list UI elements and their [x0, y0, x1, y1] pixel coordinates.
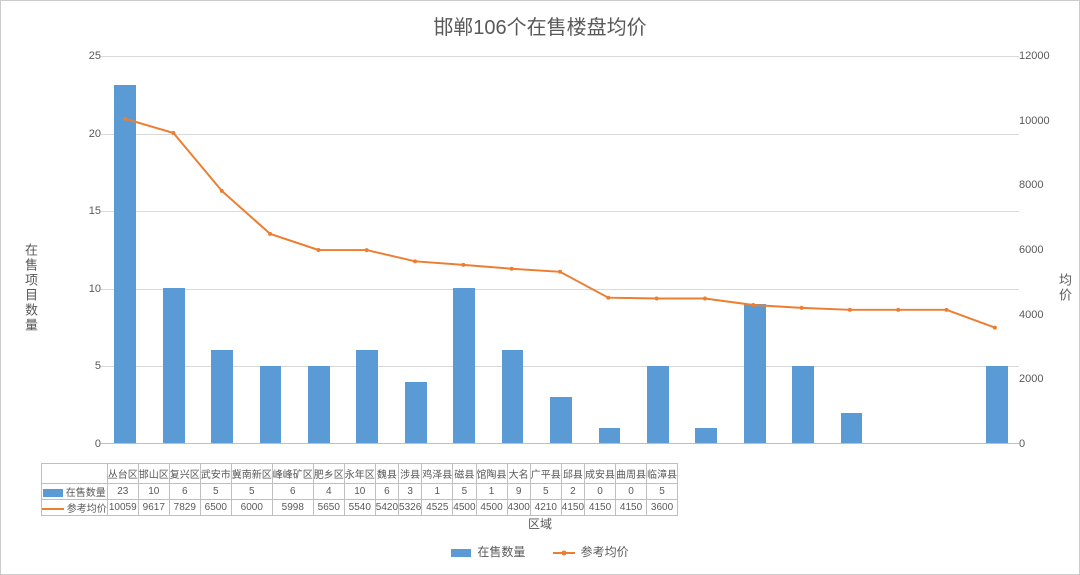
table-cell: 5420: [375, 500, 398, 516]
table-cell: 6000: [231, 500, 272, 516]
table-cell: 1: [422, 484, 453, 500]
table-header-cell: 大名: [507, 464, 530, 484]
table-cell: 6: [169, 484, 200, 500]
table-header-cell: 永年区: [344, 464, 375, 484]
legend-item-line: 参考均价: [553, 543, 629, 560]
x-axis-baseline: [101, 443, 1019, 444]
table-header-cell: 峰峰矿区: [272, 464, 313, 484]
table-cell: 5: [453, 484, 476, 500]
table-cell: 7829: [169, 500, 200, 516]
table-cell: 9617: [138, 500, 169, 516]
table-cell: 10: [138, 484, 169, 500]
legend-swatch-line: [553, 552, 575, 554]
table-cell: 4500: [476, 500, 507, 516]
table-cell: 5326: [399, 500, 422, 516]
y-right-tick: 0: [1019, 438, 1059, 450]
legend-label-bar: 在售数量: [477, 545, 525, 559]
legend-swatch-bar: [451, 549, 471, 557]
table-cell: 5: [231, 484, 272, 500]
y-right-tick: 6000: [1019, 244, 1059, 256]
y-right-tick: 4000: [1019, 309, 1059, 321]
table-cell: 10: [344, 484, 375, 500]
table-header-cell: 广平县: [530, 464, 561, 484]
line-series: [101, 56, 1019, 444]
table-cell: 4525: [422, 500, 453, 516]
table-cell: 6: [272, 484, 313, 500]
legend: 在售数量 参考均价: [1, 543, 1079, 560]
table-header-cell: 冀南新区: [231, 464, 272, 484]
table-header-cell: 曲周县: [616, 464, 647, 484]
y-axis-left-label: 在售项目数量: [21, 243, 40, 333]
table-header-cell: 武安市: [200, 464, 231, 484]
table-cell: 1: [476, 484, 507, 500]
plot-area: [101, 56, 1019, 444]
table-header-cell: 魏县: [375, 464, 398, 484]
chart-container: 邯郸106个在售楼盘均价 在售项目数量 均价 0510152025 020004…: [0, 0, 1080, 575]
table-header-cell: 丛台区: [107, 464, 138, 484]
y-left-tick: 20: [61, 128, 101, 140]
table-cell: 10059: [107, 500, 138, 516]
table-cell: 4150: [561, 500, 584, 516]
y-left-tick: 15: [61, 205, 101, 217]
table-cell: 0: [585, 484, 616, 500]
table-cell: 5540: [344, 500, 375, 516]
y-left-tick: 5: [61, 360, 101, 372]
table-header-cell: 临漳县: [647, 464, 678, 484]
table-cell: 4300: [507, 500, 530, 516]
table-cell: 2: [561, 484, 584, 500]
table-cell: 5: [200, 484, 231, 500]
table-header-cell: 肥乡区: [313, 464, 344, 484]
legend-label-line: 参考均价: [581, 545, 629, 559]
table-cell: 0: [616, 484, 647, 500]
table-cell: 4150: [616, 500, 647, 516]
y-right-tick: 2000: [1019, 373, 1059, 385]
table-header-cell: 鸡泽县: [422, 464, 453, 484]
table-header-cell: 涉县: [399, 464, 422, 484]
table-cell: 6: [375, 484, 398, 500]
table-row: 参考均价100599617782965006000599856505540542…: [42, 500, 678, 516]
table-header-cell: 馆陶县: [476, 464, 507, 484]
table-cell: 4500: [453, 500, 476, 516]
table-header-cell: 邯山区: [138, 464, 169, 484]
table-cell: 5650: [313, 500, 344, 516]
table-header-cell: 邱县: [561, 464, 584, 484]
table-header-cell: 磁县: [453, 464, 476, 484]
x-axis-label: 区域: [1, 515, 1079, 532]
y-right-tick: 10000: [1019, 115, 1059, 127]
y-axis-right: 020004000600080001000012000: [1019, 56, 1059, 444]
table-cell: 6500: [200, 500, 231, 516]
table-cell: 4: [313, 484, 344, 500]
y-axis-left: 0510152025: [61, 56, 101, 444]
table-cell: 3: [399, 484, 422, 500]
y-left-tick: 10: [61, 283, 101, 295]
table-cell: 4210: [530, 500, 561, 516]
table-cell: 5998: [272, 500, 313, 516]
table-row: 在售数量2310655641063151952005: [42, 484, 678, 500]
table-header-cell: 复兴区: [169, 464, 200, 484]
table-cell: 23: [107, 484, 138, 500]
table-cell: 5: [530, 484, 561, 500]
table-cell: 9: [507, 484, 530, 500]
table-cell: 3600: [647, 500, 678, 516]
legend-item-bar: 在售数量: [451, 543, 525, 560]
table-cell: 4150: [585, 500, 616, 516]
y-right-tick: 12000: [1019, 50, 1059, 62]
table-header-row: 丛台区邯山区复兴区武安市冀南新区峰峰矿区肥乡区永年区魏县涉县鸡泽县磁县馆陶县大名…: [42, 464, 678, 484]
y-left-tick: 0: [61, 438, 101, 450]
table-header-cell: 成安县: [585, 464, 616, 484]
y-right-tick: 8000: [1019, 179, 1059, 191]
chart-title: 邯郸106个在售楼盘均价: [1, 11, 1079, 40]
table-cell: 5: [647, 484, 678, 500]
y-left-tick: 25: [61, 50, 101, 62]
data-table: 丛台区邯山区复兴区武安市冀南新区峰峰矿区肥乡区永年区魏县涉县鸡泽县磁县馆陶县大名…: [41, 463, 678, 516]
